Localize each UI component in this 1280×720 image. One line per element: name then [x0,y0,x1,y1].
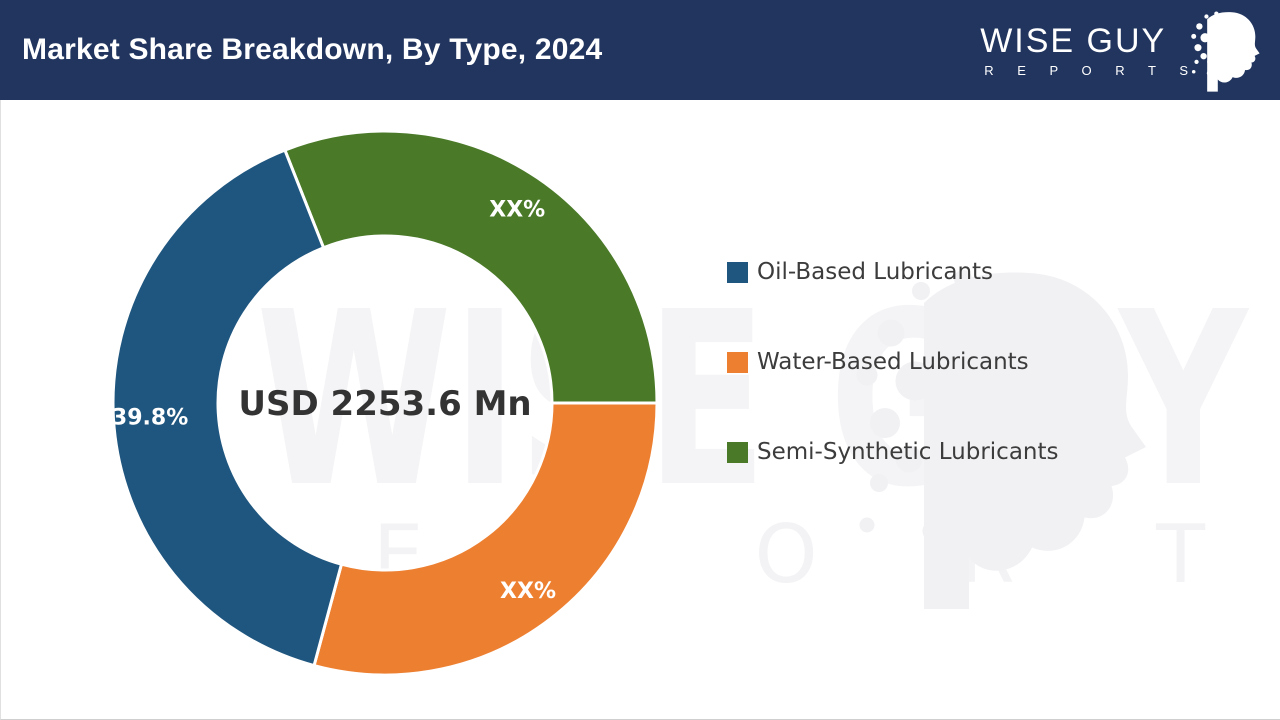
logo-text: WISE GUY R E P O R T S [980,24,1198,77]
logo-name: WISE GUY [980,21,1167,60]
segment-label-semi-synthetic-lubricants: XX% [489,197,545,222]
legend-item-oil-based: Oil-Based Lubricants [727,258,1059,286]
legend-label: Oil-Based Lubricants [757,259,994,285]
donut-segment-water-based-lubricants [312,401,659,677]
donut-chart: XX% XX% 39.8% [111,129,659,677]
segment-label-water-based-lubricants: XX% [500,579,556,604]
legend-swatch-oil-based [727,261,748,283]
donut-segment-semi-synthetic-lubricants [282,129,659,405]
header-bar: Market Share Breakdown, By Type, 2024 WI… [0,0,1280,100]
legend-item-semi-synthetic: Semi-Synthetic Lubricants [727,438,1059,466]
legend-label: Water-Based Lubricants [757,349,1029,375]
legend-swatch-water-based [727,351,748,373]
segment-label-oil-based-lubricants: 39.8% [112,405,188,430]
chart-legend: Oil-Based Lubricants Water-Based Lubrica… [727,258,1059,528]
donut-segment-oil-based-lubricants [111,148,344,668]
legend-label: Semi-Synthetic Lubricants [757,439,1059,465]
wise-guy-logo: WISE GUY R E P O R T S [980,8,1266,93]
legend-item-water-based: Water-Based Lubricants [727,348,1059,376]
logo-subtitle: R E P O R T S [984,62,1198,78]
donut-center-value: USD 2253.6 Mn [238,384,532,424]
page-title: Market Share Breakdown, By Type, 2024 [22,33,603,66]
logo-face-icon [1191,11,1260,92]
legend-swatch-semi-synthetic [727,441,748,463]
